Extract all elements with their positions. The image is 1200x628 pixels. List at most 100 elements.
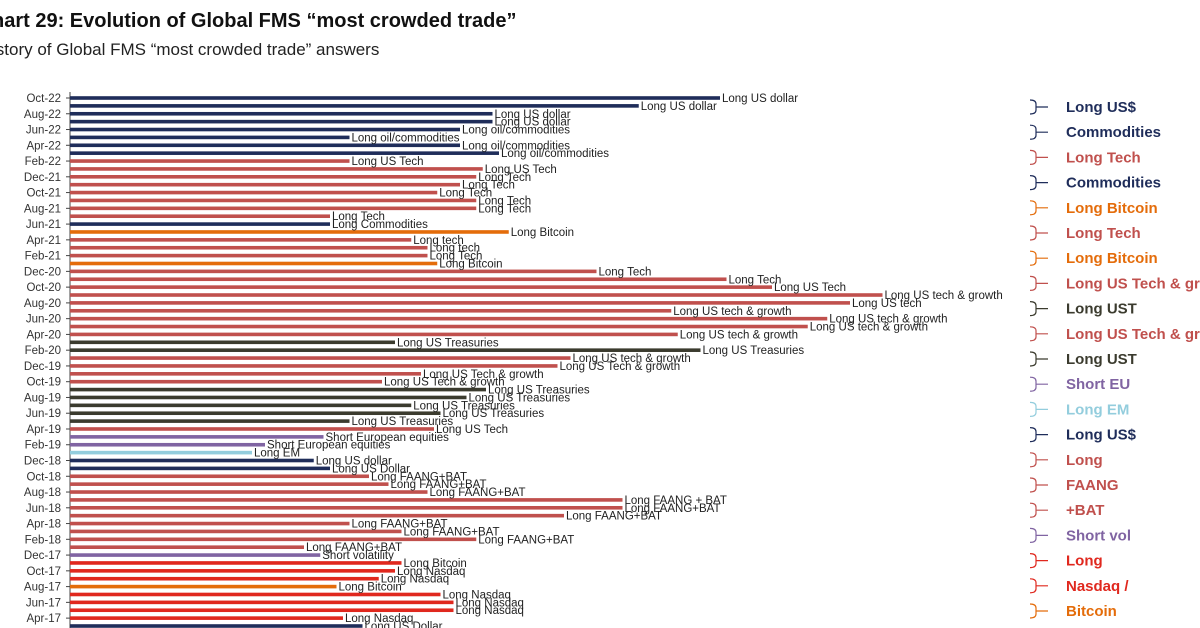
- legend-bracket: [1029, 175, 1048, 191]
- bar: [70, 624, 363, 628]
- legend-label: Long UST: [1066, 301, 1137, 318]
- y-tick-label: Oct-17: [26, 566, 61, 578]
- bar: [70, 182, 460, 187]
- y-tick-label: Apr-21: [26, 235, 61, 247]
- bar-label: Long FAANG+BAT: [430, 487, 526, 499]
- bar: [70, 175, 477, 179]
- bar-label: Long US Tech: [485, 164, 557, 176]
- bar: [70, 537, 477, 542]
- bar: [70, 505, 623, 510]
- bar-label: Long FAANG+BAT: [566, 511, 662, 523]
- bar: [70, 356, 571, 360]
- bar: [70, 442, 265, 447]
- bar: [70, 600, 454, 605]
- bar: [70, 135, 350, 140]
- chart-subtitle: istory of Global FMS “most crowded trade…: [0, 40, 380, 59]
- bar: [70, 553, 321, 557]
- bar-label: Long US tech & growth: [573, 353, 691, 365]
- y-tick-label: Oct-19: [26, 377, 61, 389]
- bar: [70, 529, 402, 534]
- bar: [70, 245, 428, 250]
- bar: [70, 450, 252, 455]
- legend-bracket: [1029, 452, 1048, 468]
- legend-bracket: [1029, 301, 1048, 317]
- legend-label: Nasdaq /: [1066, 578, 1129, 595]
- y-tick-label: Aug-22: [24, 109, 61, 121]
- y-tick-label: Feb-21: [25, 251, 61, 263]
- legend-label: Bitcoin: [1066, 603, 1117, 620]
- bar: [70, 576, 379, 581]
- y-tick-label: Aug-21: [24, 203, 61, 215]
- bar-label: Long US Tech & growth: [560, 361, 681, 373]
- legend-label: Long US$: [1066, 427, 1137, 444]
- bar: [70, 372, 421, 376]
- legend-bracket: [1029, 225, 1048, 241]
- legend-label: Commodities: [1066, 175, 1161, 192]
- bar-label: Long US Tech: [774, 282, 846, 294]
- y-tick-label: Oct-18: [26, 471, 61, 483]
- legend-label: Long: [1066, 452, 1103, 469]
- legend-label: Short EU: [1066, 376, 1130, 393]
- y-tick-label: Dec-20: [24, 266, 61, 278]
- legend-label: Long US Tech & gro: [1066, 326, 1200, 343]
- bar-label: Long US dollar: [495, 117, 571, 129]
- bar-label: Long Nasdaq: [443, 589, 511, 601]
- y-tick-label: Oct-20: [26, 282, 61, 294]
- bar-label: Long Commodities: [332, 219, 428, 231]
- bar-label: Long Nasdaq: [456, 597, 524, 609]
- bar: [70, 569, 395, 573]
- bar: [70, 238, 412, 242]
- bar: [70, 482, 389, 486]
- bar: [70, 214, 330, 219]
- bar: [70, 521, 350, 526]
- bar-label: Long Nasdaq: [397, 566, 465, 578]
- bar: [70, 159, 350, 163]
- bar: [70, 301, 850, 305]
- bar-label: Short European equities: [326, 432, 450, 444]
- bar: [70, 584, 337, 589]
- legend-bracket: [1029, 351, 1048, 367]
- bar: [70, 151, 499, 155]
- bar-label: Short European equities: [267, 440, 391, 452]
- bar-label: Long Tech: [332, 211, 385, 223]
- bar-label: Long US tech: [852, 298, 922, 310]
- legend-label: Long UST: [1066, 351, 1137, 368]
- bar-label: Long US Treasuries: [397, 337, 499, 349]
- legend-bracket: [1029, 250, 1048, 266]
- bar: [70, 104, 639, 108]
- bar: [70, 332, 678, 337]
- bar-label: Long Bitcoin: [404, 558, 467, 570]
- legend-label: Long Bitcoin: [1066, 200, 1158, 217]
- bar: [70, 261, 438, 266]
- bar-label: Long Tech: [462, 180, 515, 192]
- bar-label: Long US dollar: [641, 101, 717, 113]
- bar: [70, 111, 493, 116]
- legend-label: Long: [1066, 553, 1103, 570]
- bar: [70, 230, 509, 234]
- bar: [70, 364, 558, 368]
- bar: [70, 427, 434, 431]
- bar-layer: [70, 96, 883, 628]
- bar: [70, 167, 483, 171]
- y-tick-label: Jun-21: [26, 219, 61, 231]
- bar: [70, 324, 808, 329]
- bar-label: Long US Treasuries: [469, 392, 571, 404]
- bar: [70, 474, 369, 479]
- legend-label: Long EM: [1066, 401, 1129, 418]
- y-tick-label: Apr-17: [26, 613, 61, 625]
- bar-label: Long Tech: [599, 266, 652, 278]
- legend-bracket: [1029, 603, 1048, 619]
- y-tick-label: Dec-17: [24, 550, 61, 562]
- legend-bracket: [1029, 200, 1048, 216]
- y-tick-label: Aug-18: [24, 487, 61, 499]
- bar-label: Long FAANG+BAT: [371, 471, 467, 483]
- legend-bracket: [1029, 326, 1048, 342]
- bar: [70, 119, 493, 124]
- legend-label: Long Tech: [1066, 225, 1141, 242]
- y-tick-label: Apr-22: [26, 140, 61, 152]
- y-tick-label: Apr-20: [26, 329, 61, 341]
- legend-label: +BAT: [1066, 502, 1104, 519]
- y-tick-label: Feb-20: [25, 345, 61, 357]
- bar-label: Long US Tech: [436, 424, 508, 436]
- y-tick-label: Feb-18: [25, 534, 61, 546]
